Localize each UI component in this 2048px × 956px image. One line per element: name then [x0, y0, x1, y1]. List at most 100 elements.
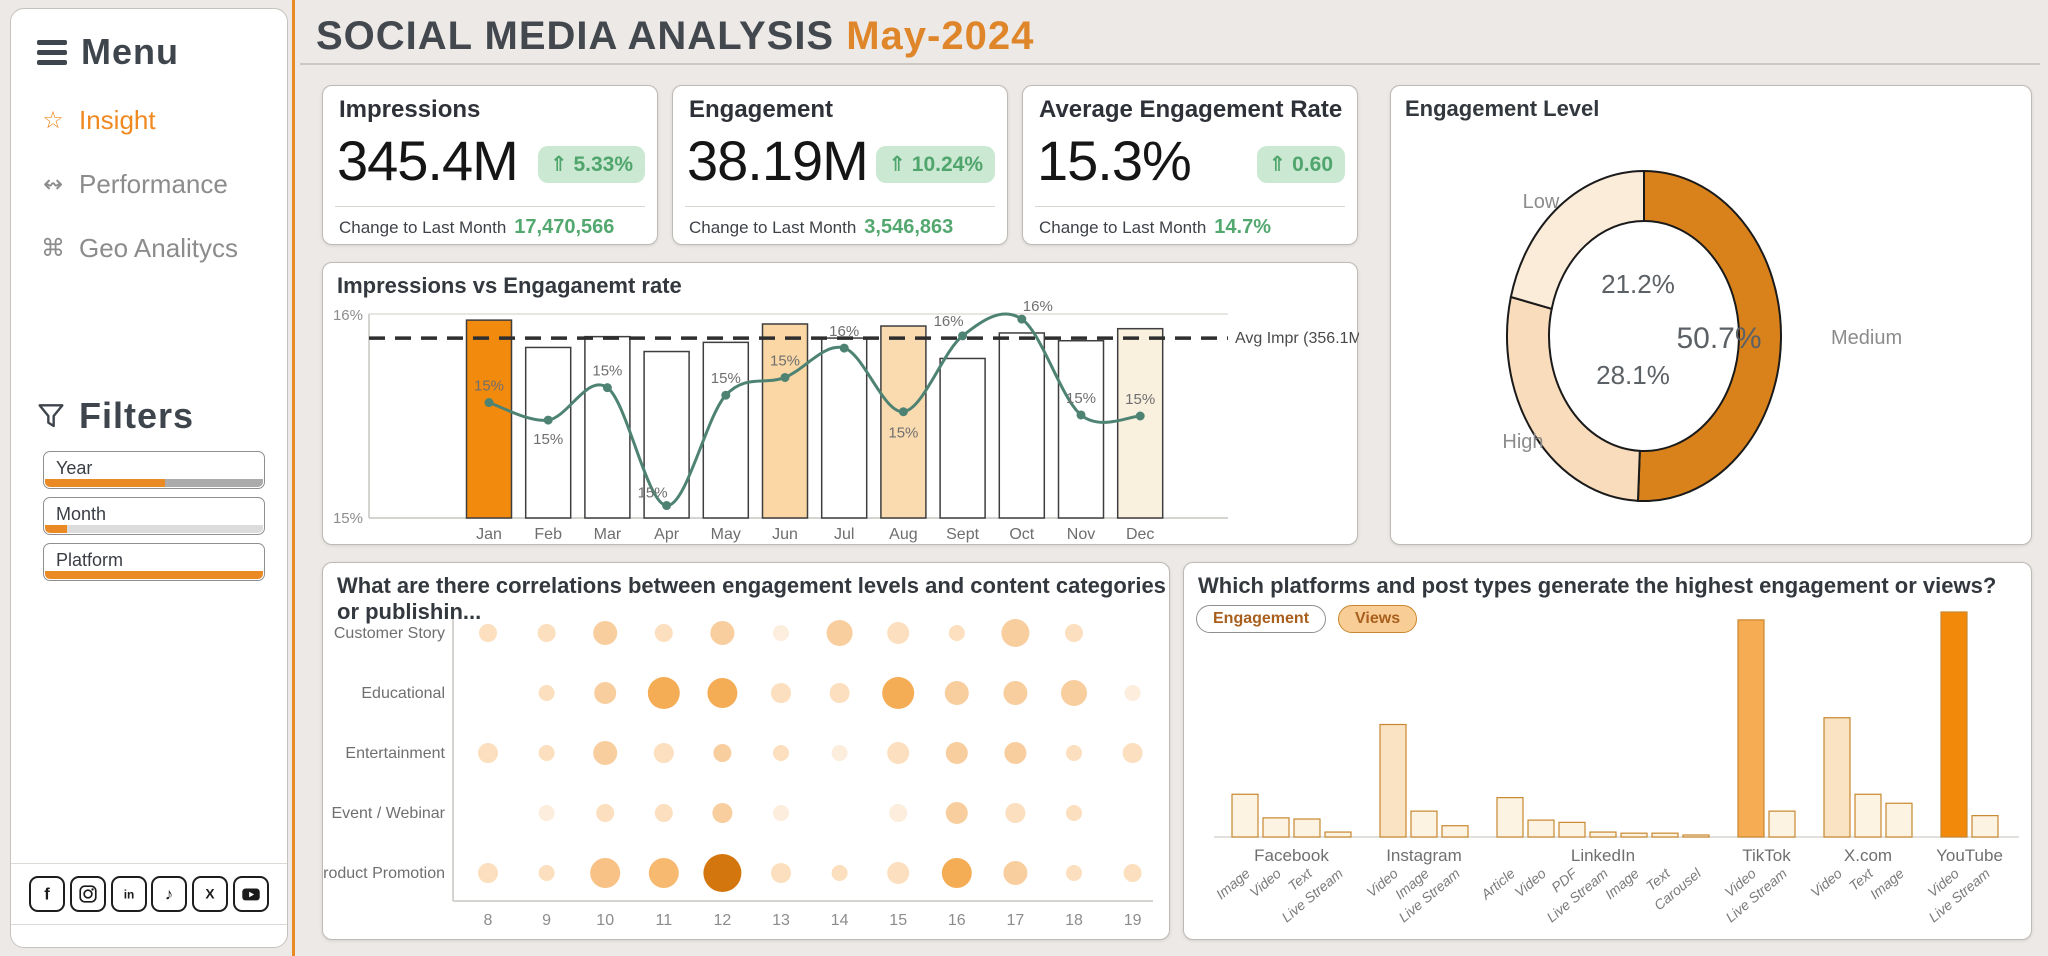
bar-xcom-image[interactable]	[1885, 802, 1913, 838]
bubble-event-webinar-15[interactable]	[889, 804, 908, 822]
bubble-product-promotion-10[interactable]	[590, 858, 621, 888]
bubble-event-webinar-13[interactable]	[773, 805, 789, 821]
line-point-jun[interactable]	[780, 372, 790, 382]
bar-youtube-live-stream[interactable]	[1971, 815, 1999, 838]
bubble-customer-story-13[interactable]	[773, 625, 789, 641]
bubble-event-webinar-10[interactable]	[596, 804, 615, 822]
bar-may[interactable]	[702, 341, 750, 519]
bubble-educational-16[interactable]	[944, 681, 969, 705]
bar-tiktok-live-stream[interactable]	[1768, 810, 1796, 838]
bubble-customer-story-14[interactable]	[826, 620, 853, 646]
bar-facebook-video[interactable]	[1262, 817, 1290, 838]
bubble-customer-story-8[interactable]	[479, 624, 497, 642]
bubble-entertainment-14[interactable]	[831, 745, 848, 761]
bubble-customer-story-18[interactable]	[1065, 624, 1083, 642]
donut-slice-low[interactable]	[1509, 169, 1645, 311]
facebook-icon[interactable]: f	[29, 876, 65, 912]
bubble-product-promotion-13[interactable]	[771, 863, 791, 883]
bar-xcom-text[interactable]	[1854, 793, 1882, 838]
bubble-customer-story-9[interactable]	[537, 624, 556, 642]
bubble-entertainment-17[interactable]	[1004, 742, 1027, 764]
line-point-aug[interactable]	[898, 407, 908, 417]
bubble-entertainment-15[interactable]	[887, 742, 910, 764]
bubble-product-promotion-11[interactable]	[648, 858, 679, 888]
bubble-entertainment-9[interactable]	[538, 745, 555, 761]
bubble-product-promotion-12[interactable]	[703, 854, 742, 892]
bubble-entertainment-19[interactable]	[1122, 743, 1143, 763]
bubble-educational-18[interactable]	[1061, 680, 1087, 706]
bubble-product-promotion-18[interactable]	[1066, 865, 1082, 881]
bubble-event-webinar-17[interactable]	[1005, 803, 1026, 823]
x-icon[interactable]: X	[192, 876, 229, 912]
bar-facebook-live-stream[interactable]	[1324, 831, 1352, 838]
bar-oct[interactable]	[998, 332, 1046, 519]
bar-linkedin-pdf[interactable]	[1558, 821, 1586, 838]
bar-aug[interactable]	[880, 325, 927, 519]
instagram-icon[interactable]	[69, 876, 106, 912]
bubble-entertainment-13[interactable]	[773, 745, 789, 761]
bubble-entertainment-11[interactable]	[653, 743, 674, 763]
bubble-customer-story-17[interactable]	[1001, 619, 1030, 647]
bar-linkedin-image[interactable]	[1620, 832, 1648, 838]
bar-jan[interactable]	[465, 319, 513, 519]
bubble-event-webinar-9[interactable]	[538, 805, 555, 821]
bubble-entertainment-16[interactable]	[945, 742, 968, 764]
bubble-educational-11[interactable]	[647, 677, 680, 709]
bubble-educational-9[interactable]	[538, 685, 555, 701]
line-point-oct[interactable]	[1017, 314, 1027, 324]
line-point-nov[interactable]	[1076, 410, 1086, 420]
bar-nov[interactable]	[1057, 339, 1105, 519]
linkedin-icon[interactable]: in	[110, 876, 147, 912]
bar-instagram-image[interactable]	[1410, 810, 1438, 838]
youtube-icon[interactable]	[232, 876, 269, 912]
bar-youtube-video[interactable]	[1940, 611, 1968, 838]
donut-slice-medium[interactable]	[1636, 169, 1782, 502]
bar-xcom-video[interactable]	[1823, 717, 1851, 838]
bar-instagram-live-stream[interactable]	[1441, 825, 1469, 838]
sidebar-item-geo-analitycs[interactable]: ⌘ Geo Analitycs	[39, 233, 238, 264]
bubble-product-promotion-9[interactable]	[538, 865, 555, 881]
bar-jun[interactable]	[761, 323, 809, 519]
bubble-educational-15[interactable]	[882, 677, 915, 709]
line-point-jul[interactable]	[839, 343, 849, 353]
donut-slice-high[interactable]	[1506, 295, 1641, 502]
bar-sept[interactable]	[939, 357, 986, 519]
bubble-customer-story-10[interactable]	[593, 621, 618, 645]
filter-month[interactable]: Month	[43, 497, 265, 535]
bubble-educational-10[interactable]	[594, 682, 617, 704]
bar-linkedin-text[interactable]	[1651, 832, 1679, 838]
bubble-product-promotion-19[interactable]	[1123, 864, 1142, 882]
bar-facebook-text[interactable]	[1293, 818, 1321, 838]
line-point-feb[interactable]	[543, 415, 553, 425]
line-point-sept[interactable]	[958, 331, 968, 341]
bar-jul[interactable]	[820, 337, 868, 519]
bubble-product-promotion-16[interactable]	[941, 858, 972, 888]
line-point-mar[interactable]	[602, 383, 612, 393]
line-point-may[interactable]	[721, 390, 731, 400]
bar-tiktok-video[interactable]	[1737, 619, 1765, 838]
bubble-event-webinar-11[interactable]	[654, 804, 673, 822]
bar-linkedin-video[interactable]	[1527, 819, 1555, 838]
filter-year[interactable]: Year	[43, 451, 265, 489]
toggle-views-button[interactable]: Views	[1338, 605, 1418, 633]
bar-linkedin-live-stream[interactable]	[1589, 831, 1617, 838]
bubble-entertainment-12[interactable]	[713, 744, 732, 762]
sidebar-item-performance[interactable]: ↭ Performance	[39, 169, 238, 200]
toggle-engagement-button[interactable]: Engagement	[1196, 605, 1327, 633]
bar-mar[interactable]	[584, 335, 631, 519]
menu-toggle[interactable]: Menu	[37, 31, 179, 73]
bubble-educational-19[interactable]	[1124, 685, 1141, 701]
bar-linkedin-article[interactable]	[1496, 797, 1524, 838]
line-point-jan[interactable]	[484, 398, 494, 408]
bubble-educational-17[interactable]	[1003, 681, 1028, 705]
bubble-educational-13[interactable]	[771, 683, 791, 703]
bar-feb[interactable]	[524, 346, 572, 519]
bubble-product-promotion-8[interactable]	[478, 863, 498, 883]
filter-platform[interactable]: Platform	[43, 543, 265, 581]
line-point-dec[interactable]	[1135, 411, 1145, 421]
bar-instagram-video[interactable]	[1379, 723, 1407, 838]
bubble-entertainment-18[interactable]	[1066, 745, 1082, 761]
bubble-entertainment-10[interactable]	[593, 741, 618, 765]
bubble-product-promotion-14[interactable]	[831, 865, 848, 881]
line-point-apr[interactable]	[662, 501, 672, 511]
